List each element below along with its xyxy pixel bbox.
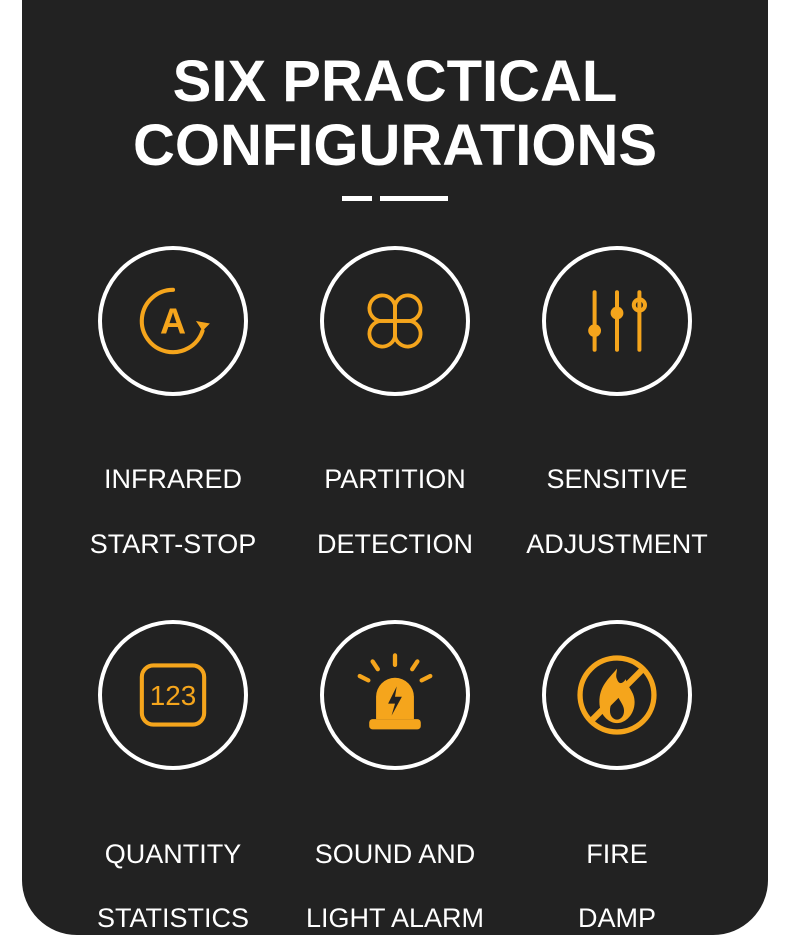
feature-label: QUANTITY STATISTICS [97,805,249,935]
svg-text:123: 123 [150,680,197,711]
icon-ring [542,620,692,770]
title-line-2: CONFIGURATIONS [22,114,768,178]
dash-short [342,196,372,201]
feature-cell-fire: FIRE DAMP [506,620,728,935]
feature-cell-partition: PARTITION DETECTION [284,246,506,561]
auto-restart-icon: A [129,277,217,365]
feature-label: FIRE DAMP [578,805,656,935]
feature-label: SOUND AND LIGHT ALARM [306,805,484,935]
svg-text:A: A [160,300,186,341]
icon-ring [320,620,470,770]
title-underline [22,196,768,201]
alarm-light-icon [351,651,439,739]
no-fire-icon [573,651,661,739]
feature-grid: A INFRARED START-STOP [22,246,768,935]
title-block: SIX PRACTICAL CONFIGURATIONS [22,50,768,201]
counter-123-icon: 123 [129,651,217,739]
dash-long [380,196,448,201]
icon-ring: 123 [98,620,248,770]
feature-cell-quantity: 123 QUANTITY STATISTICS [62,620,284,935]
feature-cell-alarm: SOUND AND LIGHT ALARM [284,620,506,935]
clover-icon [351,277,439,365]
title-line-1: SIX PRACTICAL [22,50,768,114]
feature-cell-infrared: A INFRARED START-STOP [62,246,284,561]
feature-cell-sensitive: SENSITIVE ADJUSTMENT [506,246,728,561]
feature-label: SENSITIVE ADJUSTMENT [526,431,708,561]
feature-label: INFRARED START-STOP [90,431,257,561]
sliders-icon [573,277,661,365]
feature-label: PARTITION DETECTION [317,431,473,561]
infographic-panel: SIX PRACTICAL CONFIGURATIONS A INFRARED [22,0,768,935]
icon-ring: A [98,246,248,396]
icon-ring [320,246,470,396]
icon-ring [542,246,692,396]
